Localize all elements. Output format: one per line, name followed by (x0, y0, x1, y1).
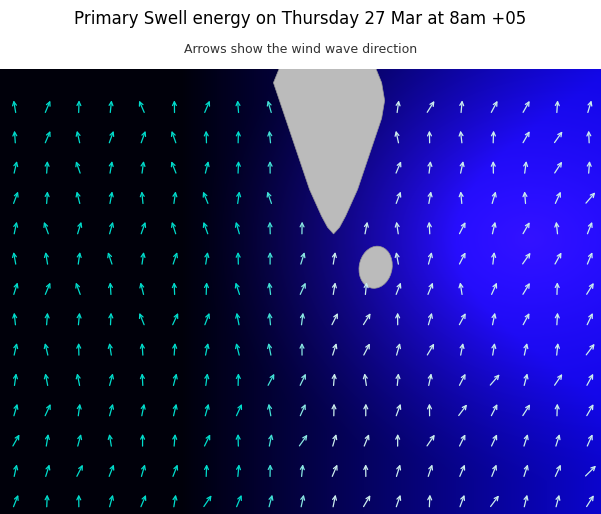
Text: Arrows show the wind wave direction: Arrows show the wind wave direction (184, 44, 417, 57)
Polygon shape (273, 61, 385, 234)
Ellipse shape (359, 246, 392, 288)
Text: Primary Swell energy on Thursday 27 Mar at 8am +05: Primary Swell energy on Thursday 27 Mar … (75, 10, 526, 28)
